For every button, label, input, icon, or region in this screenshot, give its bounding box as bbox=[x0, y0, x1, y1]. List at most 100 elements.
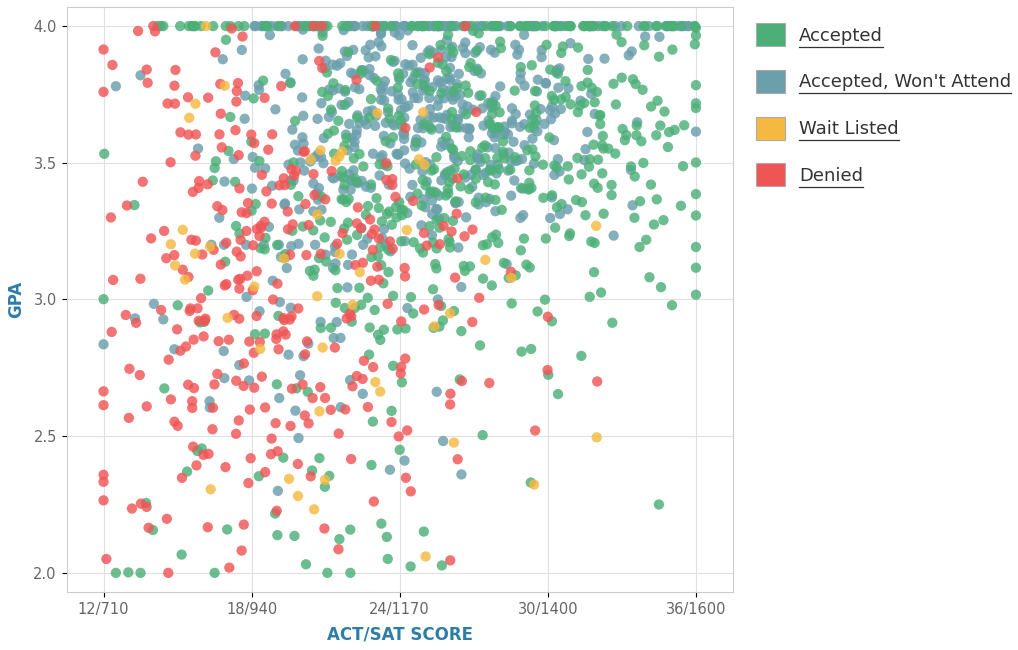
Point bbox=[334, 166, 350, 176]
Point bbox=[287, 116, 303, 126]
Point bbox=[384, 174, 400, 185]
Point bbox=[512, 74, 528, 85]
Point bbox=[370, 261, 386, 272]
Point bbox=[388, 202, 404, 212]
Point bbox=[504, 298, 520, 309]
Point bbox=[588, 86, 605, 97]
Point bbox=[317, 474, 333, 485]
Point bbox=[337, 85, 353, 96]
Point bbox=[251, 84, 268, 95]
Point bbox=[230, 274, 246, 285]
Point bbox=[285, 157, 301, 168]
Point bbox=[196, 316, 213, 326]
Point bbox=[534, 21, 551, 31]
Point bbox=[679, 21, 695, 31]
Point bbox=[628, 120, 644, 131]
Point bbox=[688, 189, 704, 200]
Point bbox=[484, 109, 500, 119]
Point bbox=[640, 21, 657, 31]
Point bbox=[285, 219, 301, 229]
Point bbox=[491, 123, 507, 133]
Point bbox=[341, 194, 357, 204]
Point bbox=[187, 248, 204, 259]
Point bbox=[297, 349, 314, 359]
Point bbox=[370, 21, 386, 31]
Point bbox=[554, 21, 570, 31]
Point bbox=[318, 55, 334, 66]
Point bbox=[175, 265, 191, 275]
Point bbox=[231, 313, 247, 324]
Point bbox=[586, 179, 603, 189]
Point bbox=[331, 534, 347, 544]
Point bbox=[425, 237, 441, 248]
Point bbox=[178, 341, 194, 352]
Point bbox=[238, 208, 254, 218]
Point bbox=[574, 197, 590, 207]
Point bbox=[558, 76, 574, 86]
Point bbox=[307, 240, 324, 250]
Point bbox=[624, 46, 640, 57]
Point bbox=[451, 69, 467, 79]
Point bbox=[452, 374, 468, 385]
Point bbox=[491, 164, 507, 174]
Point bbox=[307, 21, 324, 31]
Point bbox=[226, 154, 242, 164]
Point bbox=[688, 242, 704, 252]
Point bbox=[427, 321, 443, 332]
Point bbox=[377, 76, 393, 86]
Point bbox=[218, 21, 234, 31]
Point bbox=[410, 93, 427, 103]
Point bbox=[326, 173, 342, 183]
Point bbox=[580, 21, 597, 31]
Point bbox=[235, 519, 251, 530]
Point bbox=[163, 157, 179, 168]
Point bbox=[524, 133, 541, 144]
Point bbox=[243, 129, 260, 140]
Point bbox=[426, 322, 442, 333]
Point bbox=[231, 228, 247, 239]
Point bbox=[434, 88, 450, 98]
Point bbox=[416, 80, 433, 90]
Point bbox=[329, 317, 345, 327]
Point bbox=[363, 252, 380, 263]
Point bbox=[488, 206, 504, 216]
Point bbox=[442, 389, 458, 399]
Point bbox=[560, 83, 576, 93]
Point bbox=[416, 21, 433, 31]
Point bbox=[387, 56, 403, 66]
Point bbox=[443, 91, 459, 101]
Point bbox=[648, 194, 665, 205]
Point bbox=[334, 146, 350, 157]
Point bbox=[521, 183, 538, 194]
Point bbox=[330, 116, 346, 126]
Point bbox=[278, 330, 294, 340]
Point bbox=[325, 263, 341, 273]
Point bbox=[146, 21, 162, 31]
Point bbox=[550, 83, 566, 93]
Point bbox=[378, 21, 394, 31]
Point bbox=[425, 187, 441, 197]
Point bbox=[187, 99, 204, 109]
Point bbox=[276, 200, 292, 210]
Point bbox=[546, 21, 562, 31]
Point bbox=[339, 235, 355, 245]
Point bbox=[664, 21, 680, 31]
Point bbox=[496, 129, 512, 140]
Point bbox=[217, 257, 233, 267]
Point bbox=[454, 99, 470, 109]
Point bbox=[411, 154, 428, 164]
Point bbox=[187, 235, 204, 246]
Point bbox=[282, 421, 298, 431]
Point bbox=[299, 336, 316, 346]
Point bbox=[628, 130, 644, 140]
Point bbox=[156, 226, 172, 236]
Point bbox=[340, 259, 356, 270]
Point bbox=[458, 212, 474, 222]
Point bbox=[597, 21, 613, 31]
Point bbox=[465, 26, 482, 36]
Point bbox=[435, 83, 451, 94]
Point bbox=[96, 386, 112, 396]
Point bbox=[461, 62, 477, 72]
Point bbox=[163, 239, 179, 250]
Point bbox=[360, 52, 377, 62]
